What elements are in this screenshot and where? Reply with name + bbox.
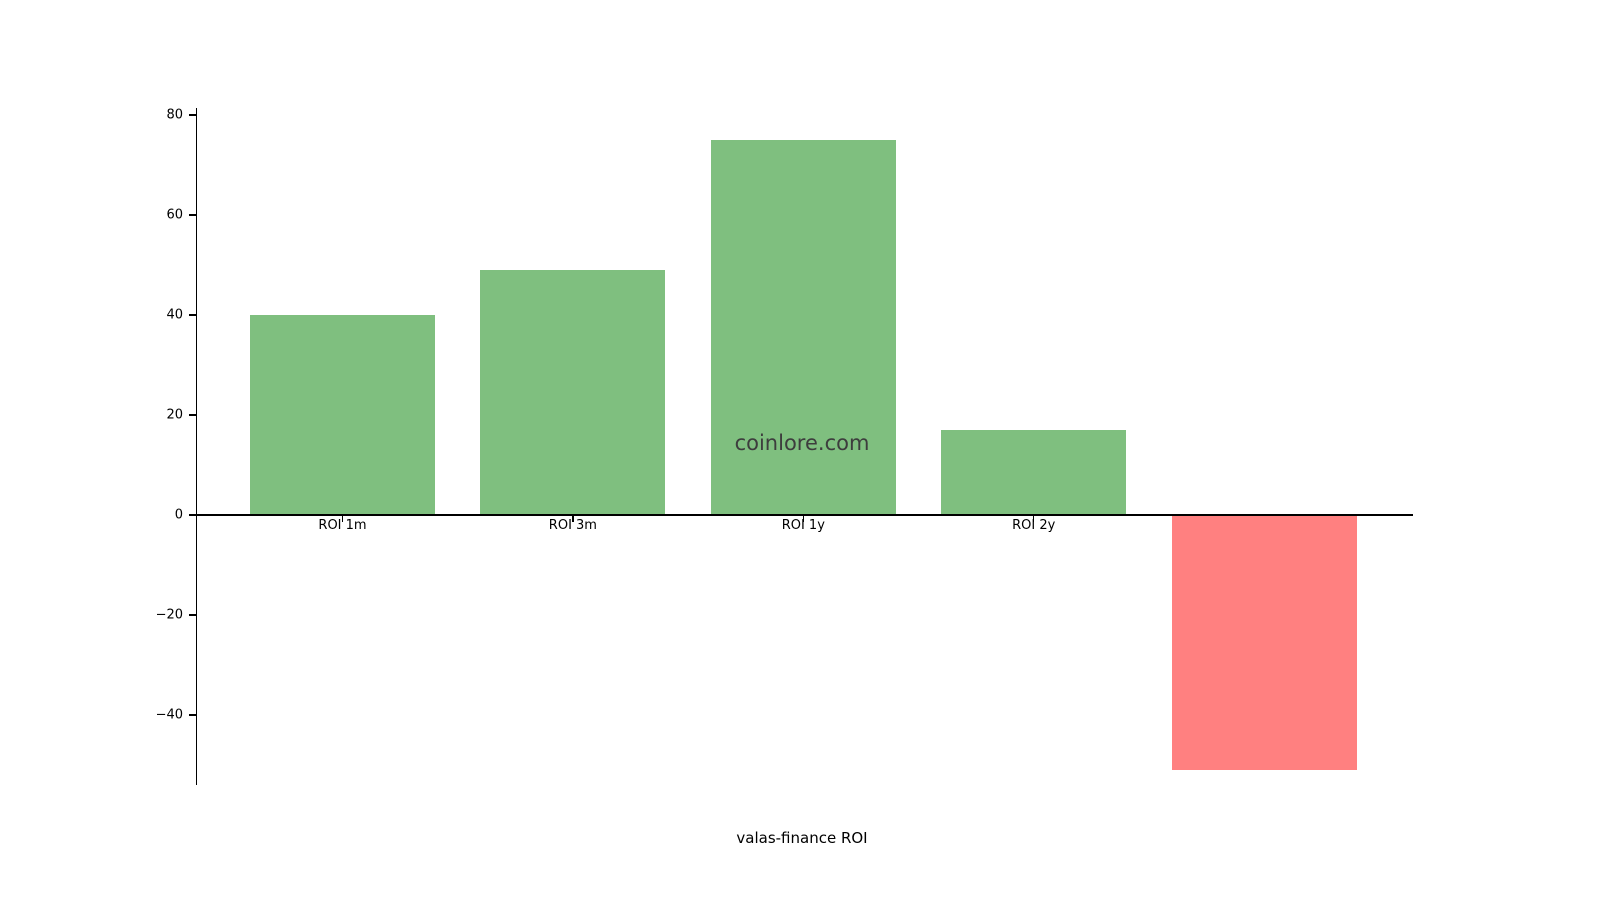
bar-roi-3m — [480, 270, 666, 515]
y-tick-label: 60 — [166, 207, 183, 223]
x-tick-label: ROI 1y — [781, 518, 825, 533]
y-tick-label: 40 — [166, 307, 183, 323]
x-tick-mark — [1033, 515, 1035, 522]
y-tick-mark — [188, 614, 196, 616]
watermark-text: coinlore.com — [734, 431, 870, 455]
y-tick-label: 20 — [166, 407, 183, 423]
y-tick-mark — [188, 114, 196, 116]
y-tick-label: 80 — [166, 107, 183, 123]
bar-roi-1y — [710, 140, 896, 515]
chart-title: valas-finance ROI — [736, 829, 868, 847]
y-tick-label: −20 — [155, 607, 183, 623]
bar-negative — [1171, 515, 1357, 770]
y-tick-label: −40 — [155, 707, 183, 723]
y-tick-mark — [188, 214, 196, 216]
y-tick-mark — [188, 414, 196, 416]
x-tick-label: ROI 2y — [1012, 518, 1056, 533]
x-axis-zero-line — [197, 514, 1413, 516]
x-tick-label: ROI 3m — [548, 518, 597, 533]
y-tick-mark — [188, 314, 196, 316]
y-tick-mark — [188, 714, 196, 716]
x-tick-mark — [802, 515, 804, 522]
x-tick-mark — [341, 515, 344, 522]
x-tick-label: ROI 1m — [318, 518, 367, 533]
y-tick-mark — [188, 514, 196, 516]
x-tick-mark — [572, 515, 574, 522]
bar-roi-2y — [941, 430, 1127, 515]
bar-roi-1m — [250, 315, 435, 515]
y-tick-label: 0 — [174, 507, 183, 523]
y-axis-line — [195, 108, 197, 785]
